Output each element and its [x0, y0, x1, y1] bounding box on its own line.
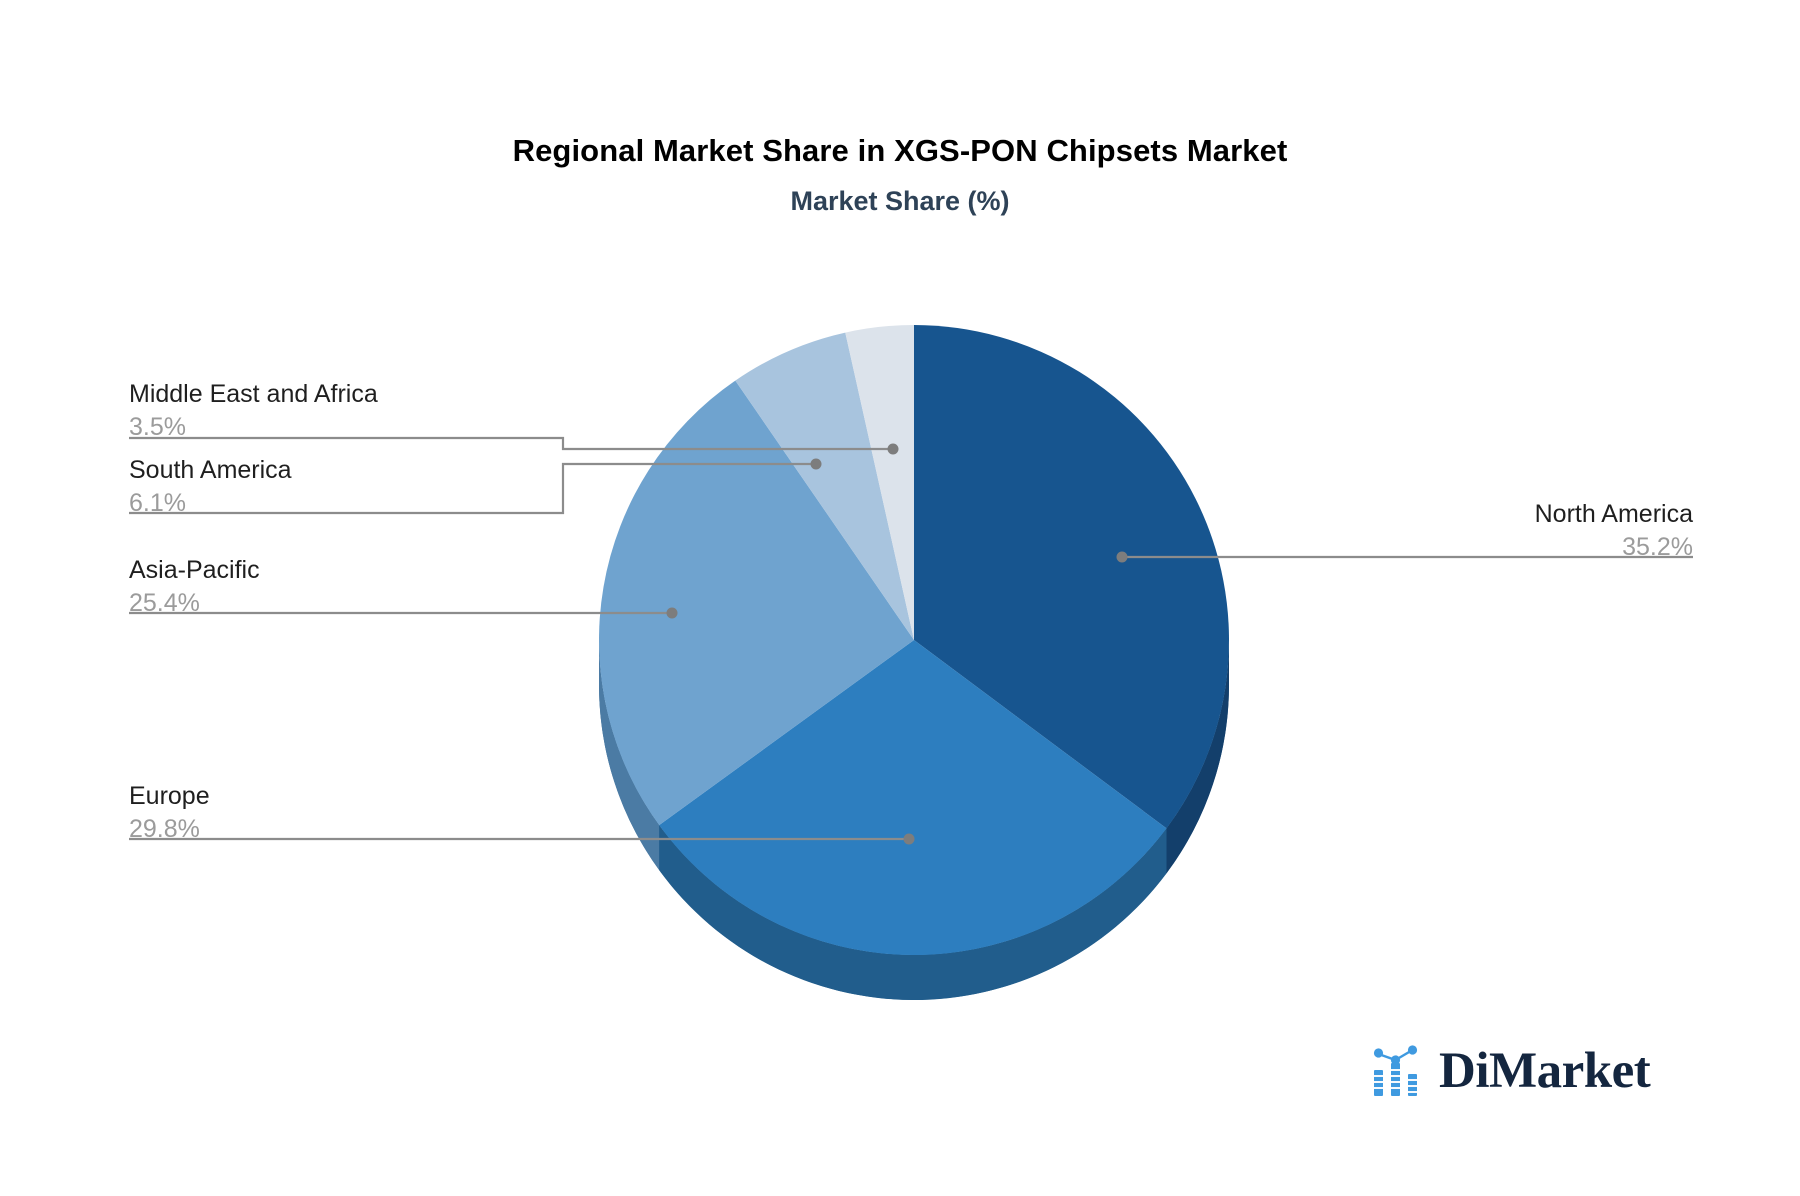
label-name-south-america: South America — [129, 456, 292, 484]
pie-slice-europe[interactable] — [659, 640, 1167, 956]
label-value-europe: 29.8% — [129, 815, 200, 844]
leader-line-south-america — [129, 462, 816, 515]
dimarket-logo[interactable]: DiMarket — [1372, 1042, 1651, 1099]
label-value-south-america: 6.1% — [129, 489, 186, 518]
chart-subtitle: Market Share (%) — [790, 186, 1010, 216]
leader-dots — [666, 443, 1128, 845]
leader-dot-asia-pacific — [666, 607, 678, 619]
logo-wordmark: DiMarket — [1439, 1042, 1651, 1099]
label-north-america[interactable]: North America 35.2% — [1273, 501, 1693, 561]
pie-depth-europe — [659, 825, 1167, 1001]
label-name-asia-pacific: Asia-Pacific — [129, 556, 260, 584]
bar-chart-logo-icon — [1373, 1045, 1418, 1096]
leader-dot-north-america — [1116, 551, 1128, 563]
leader-dot-middle-east-and-africa — [887, 443, 899, 455]
pie-slice-south-america[interactable] — [735, 332, 914, 640]
label-name-middle-east-and-africa: Middle East and Africa — [129, 380, 378, 408]
label-middle-east-and-africa[interactable]: Middle East and Africa 3.5% — [129, 381, 378, 441]
label-asia-pacific[interactable]: Asia-Pacific 25.4% — [129, 557, 260, 617]
label-name-north-america: North America — [1534, 500, 1693, 528]
pie-3d-depth — [599, 640, 1229, 1001]
leader-line-middle-east-and-africa — [129, 436, 893, 451]
chart-title: Regional Market Share in XGS-PON Chipset… — [512, 133, 1288, 168]
pie-slice-asia-pacific[interactable] — [598, 380, 914, 826]
pie-slice-north-america[interactable] — [914, 325, 1230, 829]
label-name-europe: Europe — [129, 782, 210, 810]
label-value-middle-east-and-africa: 3.5% — [129, 413, 186, 442]
label-europe[interactable]: Europe 29.8% — [129, 783, 210, 843]
leader-dot-europe — [903, 833, 915, 845]
leader-dot-south-america — [810, 458, 822, 470]
pie-slice-middle-east-and-africa[interactable] — [845, 325, 914, 640]
leader-lines — [129, 436, 1693, 841]
label-value-asia-pacific: 25.4% — [129, 589, 200, 618]
pie-depth-asia-pacific — [599, 640, 660, 871]
label-value-north-america: 35.2% — [1622, 533, 1693, 562]
pie-slices — [598, 325, 1230, 956]
label-south-america[interactable]: South America 6.1% — [129, 457, 292, 517]
pie-depth-north-america — [1166, 640, 1229, 874]
